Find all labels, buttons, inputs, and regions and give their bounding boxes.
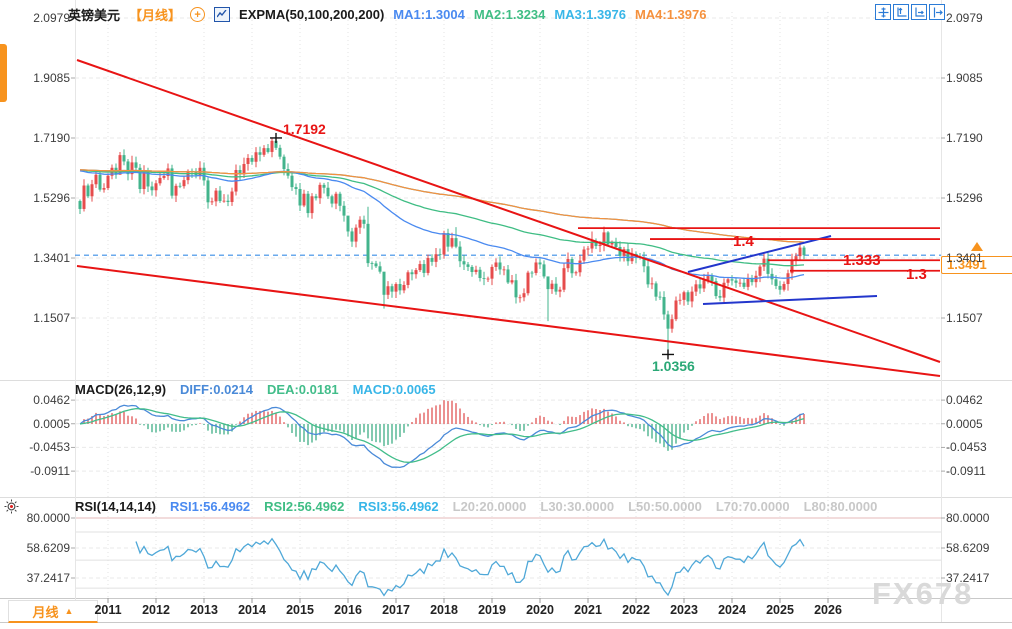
rsi-y-axis-label-right: 80.0000 <box>946 511 990 525</box>
main-y-axis-label: 1.1507 <box>33 311 70 325</box>
timeframe-button-label: 月线 <box>32 604 59 620</box>
timeframe-tag: 【月线】 <box>129 8 182 23</box>
rsi-title: RSI(14,14,14) <box>75 499 156 514</box>
price-level-label: 1.4 <box>733 233 755 250</box>
x-axis-year-label: 2017 <box>382 603 410 617</box>
current-price-tag: 1.3491 <box>941 256 1012 274</box>
x-axis-year-label: 2020 <box>526 603 554 617</box>
shift-right-icon[interactable] <box>929 4 945 20</box>
timeframe-button[interactable]: 月线 ▲ <box>8 600 98 623</box>
rsi-y-axis-label-right: 37.2417 <box>946 571 990 585</box>
macd-y-axis-label: -0.0911 <box>30 464 70 479</box>
x-axis-year-label: 2021 <box>574 603 602 617</box>
macd-y-axis-label: 0.0462 <box>33 393 70 408</box>
main-y-axis-label-right: 1.3401 <box>946 251 983 266</box>
x-axis-year-label: 2014 <box>238 603 266 617</box>
x-axis-year-label: 2012 <box>142 603 170 617</box>
y-axis-scale-icon[interactable] <box>893 4 909 20</box>
side-panel-handle[interactable] <box>0 44 7 102</box>
x-axis-year-label: 2019 <box>478 603 506 617</box>
symbol-title: 英镑美元 <box>68 8 121 23</box>
rsi-header: RSI(14,14,14) RSI1:56.4962 RSI2:56.4962 … <box>75 499 877 514</box>
main-y-axis-label-right: 1.9085 <box>946 70 983 85</box>
main-y-axis-label-right: 1.5296 <box>946 190 983 205</box>
ma4-value: MA4:1.3976 <box>634 7 707 22</box>
x-axis-year-label: 2025 <box>766 603 794 617</box>
price-level-label: 1.3 <box>906 266 927 283</box>
rsi2-value: RSI2:56.4962 <box>264 499 345 514</box>
macd-y-axis-label-right: -0.0453 <box>946 440 987 455</box>
macd-title: MACD(26,12,9) <box>75 382 167 397</box>
rsi-l70-label: L70:70.0000 <box>715 499 790 514</box>
ma2-value: MA2:1.3234 <box>473 7 546 22</box>
main-y-axis-label: 1.3401 <box>33 251 70 266</box>
main-y-axis-label-right: 1.7190 <box>946 131 983 145</box>
macd-value: MACD:0.0065 <box>352 382 436 397</box>
x-axis-year-label: 2013 <box>190 603 218 617</box>
rsi-y-axis-label: 80.0000 <box>26 511 70 525</box>
macd-y-axis-label: 0.0005 <box>33 416 70 431</box>
rsi-l30-label: L30:30.0000 <box>540 499 615 514</box>
macd-y-axis-label-right: 0.0005 <box>946 416 983 431</box>
x-axis-year-label: 2016 <box>334 603 362 617</box>
price-extreme-label: 1.7192 <box>283 121 326 137</box>
macd-y-axis-label-right: -0.0911 <box>946 464 986 479</box>
x-axis-scale-icon[interactable] <box>911 4 927 20</box>
rsi-l20-label: L20:20.0000 <box>452 499 527 514</box>
chart-header: 英镑美元 【月线】 + EXPMA(50,100,200,200) MA1:1.… <box>68 5 706 24</box>
rsi3-value: RSI3:56.4962 <box>358 499 439 514</box>
rsi-y-axis-label: 58.6209 <box>26 541 70 555</box>
main-y-axis-label: 1.9085 <box>33 70 70 85</box>
expma-label: EXPMA(50,100,200,200) <box>239 7 385 22</box>
main-y-axis-label: 1.5296 <box>33 190 70 205</box>
add-indicator-icon[interactable]: + <box>190 7 206 22</box>
x-axis-year-label: 2011 <box>94 603 122 617</box>
chart-toolbar <box>875 4 945 20</box>
macd-header: MACD(26,12,9) DIFF:0.0214 DEA:0.0181 MAC… <box>75 382 436 397</box>
chevron-up-icon: ▲ <box>64 606 74 616</box>
indicator-chart-icon[interactable] <box>214 7 231 22</box>
x-axis-year-label: 2022 <box>622 603 650 617</box>
rsi-y-axis-label: 37.2417 <box>26 571 70 585</box>
x-axis-year-label: 2024 <box>718 603 746 617</box>
crosshair-sun-icon[interactable] <box>4 499 19 514</box>
rsi-l50-label: L50:50.0000 <box>628 499 702 514</box>
rsi1-value: RSI1:56.4962 <box>169 499 251 514</box>
ma1-value: MA1:1.3004 <box>393 7 465 22</box>
rsi-y-axis-label-right: 58.6209 <box>946 541 990 555</box>
macd-diff-value: DIFF:0.0214 <box>180 382 254 397</box>
main-y-axis-label-right: 2.0979 <box>946 11 983 25</box>
macd-y-axis-label-right: 0.0462 <box>946 393 983 408</box>
price-level-label: 1.333 <box>843 252 881 269</box>
ma3-value: MA3:1.3976 <box>554 7 626 22</box>
main-y-axis-label-right: 1.1507 <box>946 311 983 325</box>
main-y-axis-label: 1.7190 <box>33 131 70 145</box>
x-axis-year-label: 2015 <box>286 603 314 617</box>
x-axis-year-label: 2018 <box>430 603 458 617</box>
macd-dea-value: DEA:0.0181 <box>267 382 339 397</box>
x-axis-year-label: 2026 <box>814 603 842 617</box>
price-up-arrow-icon <box>971 242 983 251</box>
rsi-l80-label: L80:80.0000 <box>803 499 878 514</box>
main-y-axis-label: 2.0979 <box>33 11 70 25</box>
price-extreme-label: 1.0356 <box>652 358 695 374</box>
x-axis-year-label: 2023 <box>670 603 698 617</box>
pan-icon[interactable] <box>875 4 891 20</box>
macd-y-axis-label: -0.0453 <box>29 440 70 455</box>
fx678-watermark: FX678 <box>872 576 974 611</box>
